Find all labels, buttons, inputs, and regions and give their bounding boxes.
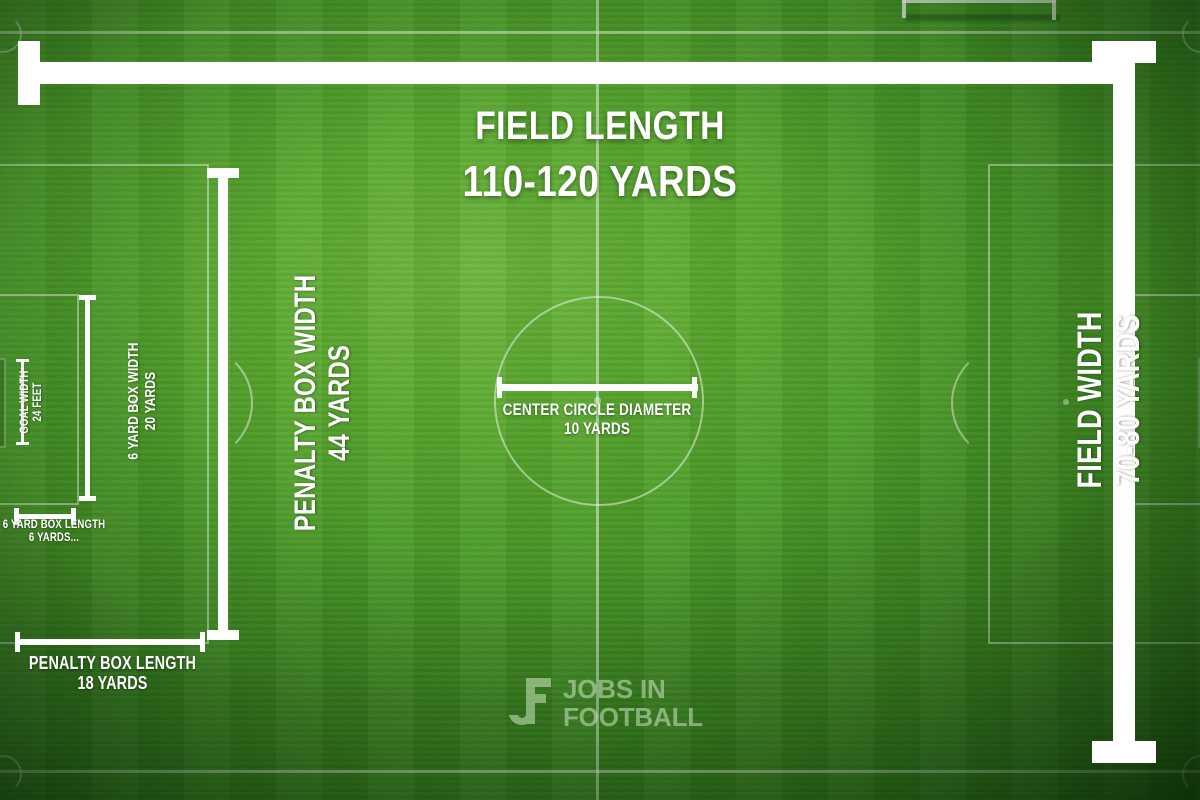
goal-width-bar-cap-top	[16, 359, 29, 362]
six-yard-box-width-bar-cap-top	[79, 295, 96, 300]
six-yard-box-width-label-wrap: 6 YARD BOX WIDTH 20 YARDS	[104, 291, 186, 511]
penalty-box-width-bar-cap-bottom	[207, 630, 239, 640]
center-circle-diameter-bar-cap-left	[497, 377, 502, 398]
field-width-label-line2: 70-80 YARDS	[1109, 314, 1148, 486]
goal-width-label-wrap: GOAL WIDTH 24 FEET	[4, 346, 64, 458]
field-length-bar-shaft	[18, 62, 1135, 84]
penalty-box-length-label-line2: 18 YARDS	[77, 673, 148, 694]
goal-width-bar-shaft	[21, 359, 24, 445]
field-width-label-line1: FIELD WIDTH	[1071, 311, 1109, 489]
six-yard-box-length-bar-shaft	[14, 514, 76, 519]
penalty-box-width-label-line2: 44 YARDS	[322, 344, 356, 462]
center-circle-diameter-label: CENTER CIRCLE DIAMETER 10 YARDS	[497, 400, 697, 438]
six-yard-box-width-bar-shaft	[85, 295, 90, 501]
field-width-label: FIELD WIDTH 70-80 YARDS	[1071, 272, 1147, 528]
goal-width-bar-cap-bottom	[16, 442, 29, 445]
six-yard-box-length-label-line1: 6 YARD BOX LENGTH	[2, 517, 106, 531]
center-circle-diameter-label-line1: CENTER CIRCLE DIAMETER	[502, 400, 692, 419]
six-yard-box-length-bar-cap-right	[71, 508, 76, 525]
center-circle-diameter-bar-shaft	[497, 384, 698, 391]
six-yard-box-length-bar-cap-left	[14, 508, 19, 525]
penalty-box-length-bar-cap-right	[200, 632, 205, 652]
six-yard-box-width-label-line1: 6 YARD BOX WIDTH	[125, 342, 142, 460]
penalty-box-width-label-line1: PENALTY BOX WIDTH	[289, 274, 322, 532]
penalty-box-width-bar-shaft	[218, 168, 228, 640]
six-yard-box-width-label-line2: 20 YARDS	[141, 371, 159, 431]
field-length-headline-line1: FIELD LENGTH	[475, 104, 725, 148]
field-length-bar-cap-left	[18, 41, 40, 105]
logo-line1: JOBS IN	[563, 674, 666, 705]
goal-width-label-line2: 24 FEET	[30, 382, 45, 422]
six-yard-box-width-label: 6 YARD BOX WIDTH 20 YARDS	[125, 313, 160, 489]
penalty-box-length-label: PENALTY BOX LENGTH 18 YARDS	[19, 653, 207, 693]
field-length-headline-line2: 110-120 YARDS	[462, 157, 738, 206]
jobs-in-football-logo: JOBS IN FOOTBALL	[508, 676, 703, 731]
penalty-box-width-bar-cap-top	[207, 168, 239, 178]
jf-monogram-icon	[508, 676, 552, 731]
penalty-box-length-bar-shaft	[15, 639, 205, 645]
penalty-box-length-bar-cap-left	[15, 632, 20, 652]
center-circle-diameter-bar-cap-right	[692, 377, 697, 398]
goal-width-label: GOAL WIDTH 24 FEET	[17, 357, 45, 447]
field-width-bar-cap-bottom	[1092, 741, 1156, 763]
jobs-in-football-logo-text: JOBS IN FOOTBALL	[563, 676, 703, 730]
field-width-label-wrap: FIELD WIDTH 70-80 YARDS	[1025, 240, 1200, 560]
field-length-headline: FIELD LENGTH 110-120 YARDS	[0, 104, 1200, 207]
six-yard-box-width-bar-cap-bottom	[79, 496, 96, 501]
six-yard-box-length-label: 6 YARD BOX LENGTH 6 YARDS...	[1, 517, 107, 545]
field-width-bar-shaft	[1113, 41, 1135, 763]
logo-line2: FOOTBALL	[563, 701, 703, 732]
field-width-bar-cap-top	[1092, 41, 1156, 63]
penalty-box-width-label: PENALTY BOX WIDTH 44 YARDS	[289, 231, 356, 575]
center-circle-diameter-label-line2: 10 YARDS	[563, 419, 631, 439]
penalty-box-width-label-wrap: PENALTY BOX WIDTH 44 YARDS	[253, 188, 403, 618]
penalty-box-length-label-line1: PENALTY BOX LENGTH	[28, 653, 197, 673]
six-yard-box-length-label-line2: 6 YARDS...	[28, 530, 80, 545]
